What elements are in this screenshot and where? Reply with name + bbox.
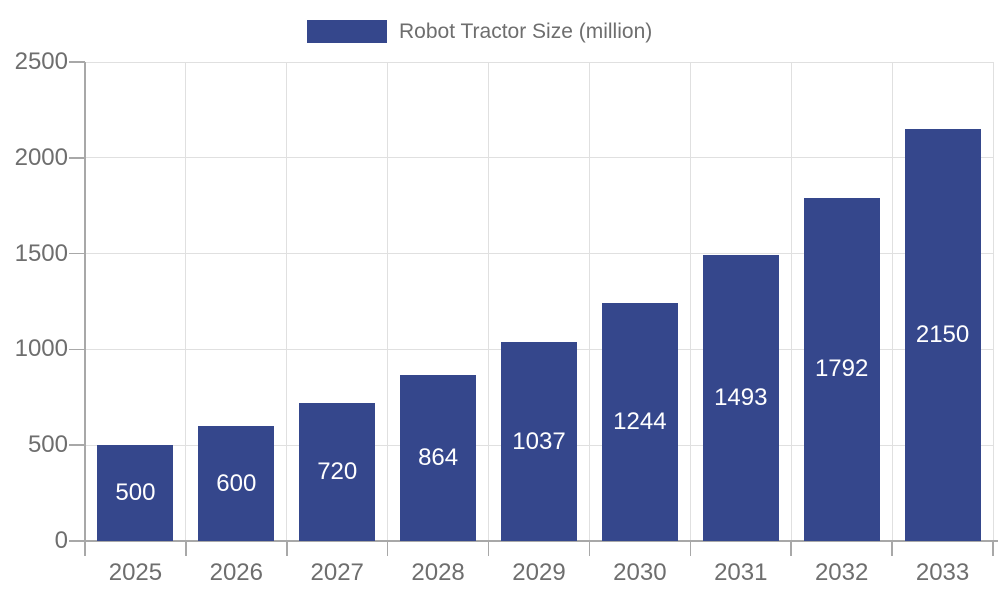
bar-value-label: 1244 xyxy=(613,407,667,435)
x-tick-label: 2029 xyxy=(512,559,566,586)
x-gridline xyxy=(488,62,490,541)
y-axis-tick xyxy=(69,252,85,255)
x-axis-tick xyxy=(185,541,187,556)
legend-label: Robot Tractor Size (million) xyxy=(399,20,653,43)
x-axis-tick xyxy=(487,541,490,556)
x-axis-tick xyxy=(84,541,86,556)
bar-2031[interactable]: 1493 xyxy=(702,254,779,541)
y-gridline xyxy=(85,61,993,63)
bar-2029[interactable]: 1037 xyxy=(501,342,577,541)
y-axis-tick xyxy=(69,61,85,63)
y-axis-tick xyxy=(69,157,85,159)
y-tick-label: 2500 xyxy=(14,48,68,75)
x-axis-tick xyxy=(891,541,893,556)
bar-value-label: 1792 xyxy=(814,355,869,383)
x-gridline xyxy=(588,62,590,541)
x-axis-tick xyxy=(386,541,389,556)
x-gridline xyxy=(185,62,187,541)
x-tick-label: 2031 xyxy=(714,559,768,586)
bar-value-label: 1037 xyxy=(512,427,566,455)
bar-value-label: 600 xyxy=(216,469,257,497)
x-gridline xyxy=(286,62,288,541)
x-gridline xyxy=(689,62,691,541)
x-gridline xyxy=(387,62,389,541)
y-axis-line xyxy=(84,62,86,542)
bar-2028[interactable]: 864 xyxy=(400,375,477,541)
bar-2033[interactable]: 2150 xyxy=(904,129,981,541)
legend-swatch xyxy=(307,20,387,43)
x-tick-label: 2030 xyxy=(613,559,667,586)
bar-value-label: 1493 xyxy=(714,383,768,411)
y-axis-tick xyxy=(69,540,85,542)
y-tick-label: 2000 xyxy=(14,143,68,171)
legend[interactable]: Robot Tractor Size (million) xyxy=(307,20,652,43)
x-axis-tick xyxy=(992,541,994,556)
y-gridline xyxy=(85,157,993,159)
bar-2030[interactable]: 1244 xyxy=(601,302,678,541)
bar-2032[interactable]: 1792 xyxy=(803,197,880,541)
bar-value-label: 720 xyxy=(317,458,358,486)
bar-2027[interactable]: 720 xyxy=(299,403,376,541)
x-tick-label: 2032 xyxy=(814,559,869,586)
x-axis-tick xyxy=(790,541,792,556)
x-axis-tick xyxy=(286,541,288,556)
x-axis-tick xyxy=(588,541,591,556)
x-gridline xyxy=(891,62,893,541)
x-tick-label: 2033 xyxy=(915,559,970,586)
bar-2026[interactable]: 600 xyxy=(198,426,275,541)
x-axis-line xyxy=(84,540,998,542)
bar-value-label: 864 xyxy=(418,444,459,472)
y-tick-label: 0 xyxy=(54,527,68,554)
x-gridline xyxy=(992,62,994,541)
y-tick-label: 500 xyxy=(27,431,68,459)
bar-2025[interactable]: 500 xyxy=(97,445,174,541)
x-tick-label: 2027 xyxy=(310,559,364,586)
x-gridline xyxy=(790,62,792,541)
x-axis-tick xyxy=(689,541,692,556)
bar-value-label: 500 xyxy=(115,479,156,507)
x-tick-label: 2025 xyxy=(108,559,163,586)
bar-value-label: 2150 xyxy=(915,321,970,349)
y-tick-label: 1500 xyxy=(14,239,68,267)
y-axis-tick xyxy=(69,348,85,351)
y-axis-tick xyxy=(69,444,85,446)
x-tick-label: 2028 xyxy=(411,559,465,586)
y-tick-label: 1000 xyxy=(14,335,68,363)
y-gridline xyxy=(85,253,993,255)
x-tick-label: 2026 xyxy=(209,559,263,586)
